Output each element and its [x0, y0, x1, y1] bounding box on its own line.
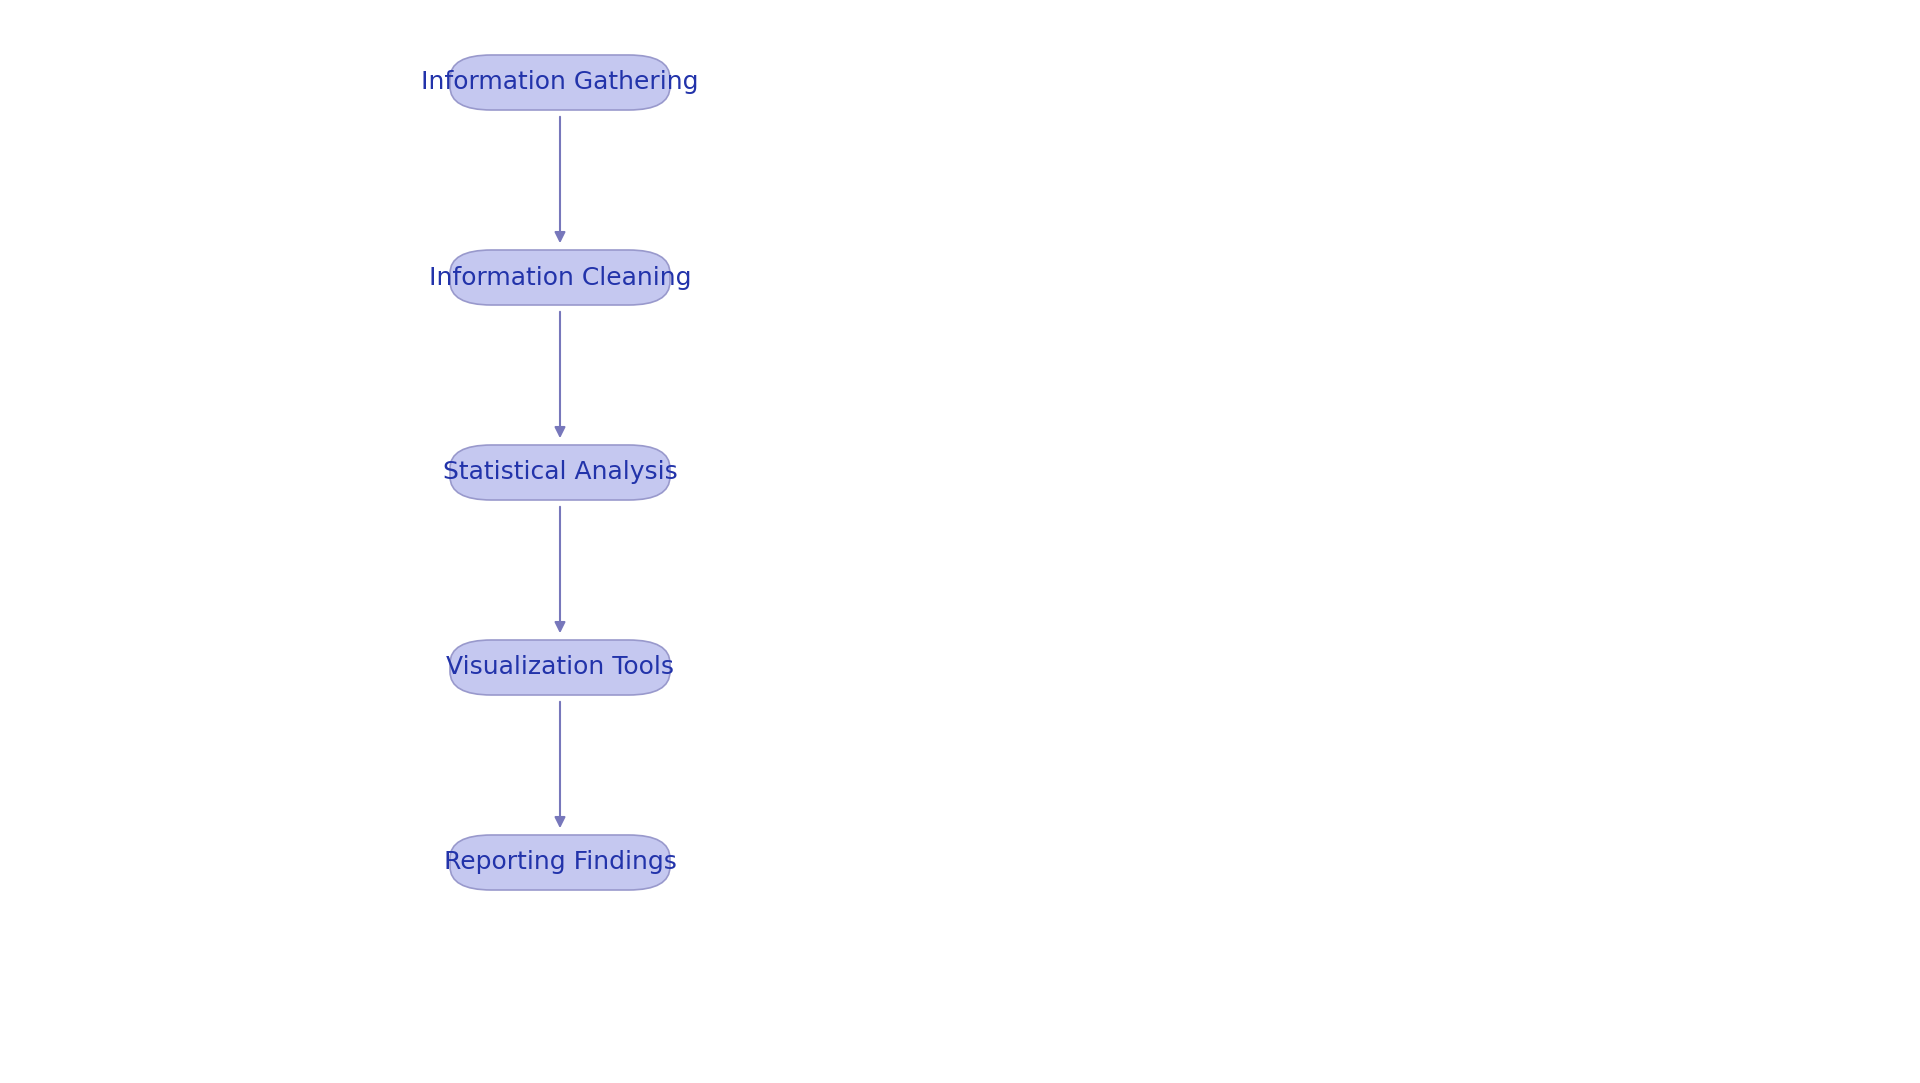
FancyBboxPatch shape: [449, 55, 670, 110]
Text: Visualization Tools: Visualization Tools: [445, 655, 674, 679]
FancyBboxPatch shape: [449, 250, 670, 305]
FancyBboxPatch shape: [449, 640, 670, 695]
Text: Information Gathering: Information Gathering: [420, 70, 699, 94]
FancyBboxPatch shape: [449, 445, 670, 500]
Text: Reporting Findings: Reporting Findings: [444, 850, 676, 874]
Text: Statistical Analysis: Statistical Analysis: [444, 460, 678, 484]
Text: Information Cleaning: Information Cleaning: [428, 265, 691, 289]
FancyBboxPatch shape: [449, 835, 670, 890]
